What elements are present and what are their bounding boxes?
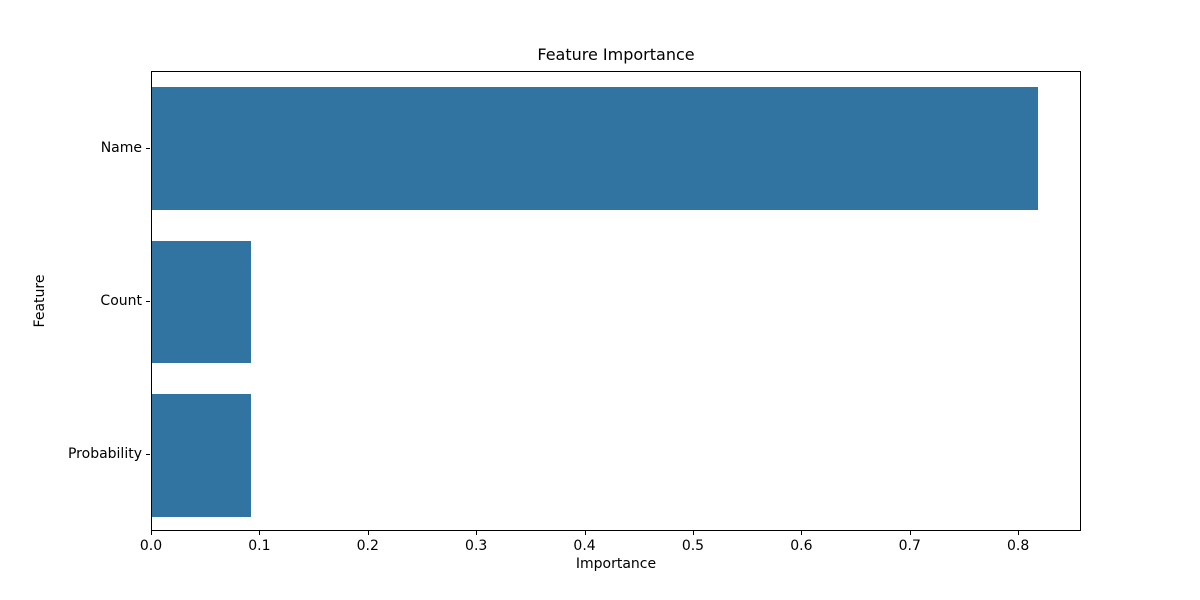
x-tick-mark <box>476 531 478 535</box>
bar-count <box>152 240 251 364</box>
bar-name <box>152 87 1038 210</box>
y-tick-mark <box>146 454 150 456</box>
y-tick-label: Count <box>100 293 142 309</box>
y-tick-label: Name <box>100 139 142 156</box>
x-tick-mark <box>367 531 369 535</box>
y-tick-label: Probability <box>67 446 142 463</box>
x-axis-title: Importance <box>575 556 657 572</box>
y-tick-mark <box>146 301 150 302</box>
y-tick-mark <box>146 147 150 149</box>
x-tick-mark <box>692 531 694 535</box>
plot-area <box>151 71 1081 531</box>
x-tick-mark <box>801 531 803 535</box>
bar-probability <box>152 394 251 517</box>
x-tick-mark <box>1018 531 1020 535</box>
x-tick-label: 0.8 <box>1006 538 1030 554</box>
x-tick-label: 0.3 <box>465 538 488 554</box>
y-axis-title: Feature <box>32 274 48 328</box>
x-tick-label: 0.7 <box>898 538 921 554</box>
x-tick-label: 0.2 <box>356 538 379 554</box>
x-tick-label: 0.4 <box>573 538 596 554</box>
chart-title: Feature Importance <box>537 45 695 64</box>
x-tick-mark <box>151 531 152 535</box>
x-tick-label: 0.6 <box>790 538 813 554</box>
x-tick-label: 0.1 <box>248 538 271 554</box>
x-tick-mark <box>909 531 911 535</box>
x-tick-label: 0.5 <box>681 538 705 554</box>
x-tick-mark <box>259 531 261 535</box>
x-tick-mark <box>584 531 586 535</box>
x-tick-label: 0.0 <box>139 538 163 554</box>
